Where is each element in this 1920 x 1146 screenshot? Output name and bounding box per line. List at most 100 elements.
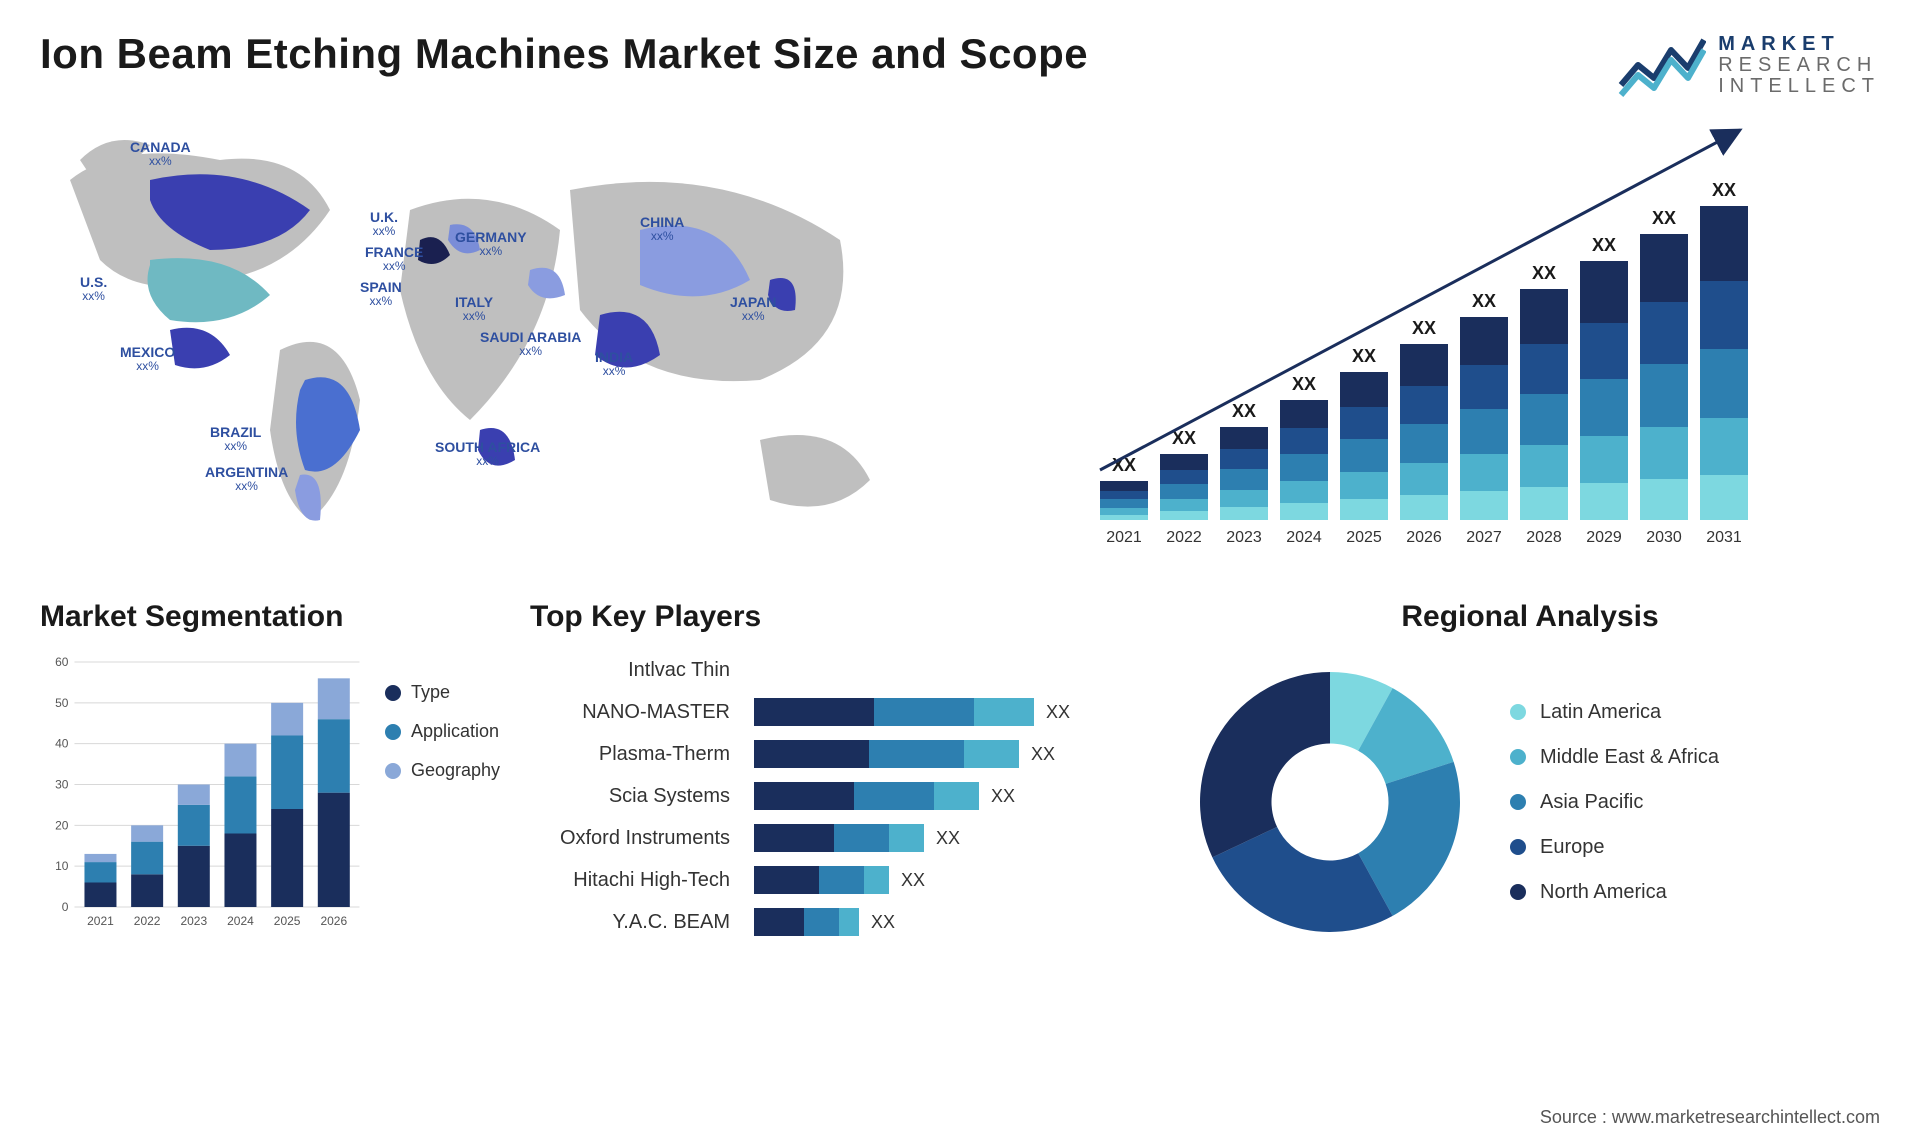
regional-legend: Latin America Middle East & Africa Asia Pa… <box>1510 701 1719 904</box>
regional-legend-label: North America <box>1540 881 1667 904</box>
growth-bar-seg <box>1100 515 1148 520</box>
seg-bar-seg <box>131 874 163 907</box>
logo: MARKET RESEARCH INTELLECT <box>1616 30 1880 100</box>
seg-ytick: 20 <box>55 818 69 832</box>
growth-bar-seg <box>1400 463 1448 495</box>
growth-bar-seg <box>1640 364 1688 427</box>
logo-text: MARKET RESEARCH INTELLECT <box>1718 34 1880 97</box>
map-label-us: U.S.xx% <box>80 275 107 304</box>
growth-bar-seg <box>1160 454 1208 470</box>
growth-year-label: 2026 <box>1406 529 1442 546</box>
segmentation-section: Market Segmentation 01020304050602021202… <box>40 600 500 950</box>
segmentation-title: Market Segmentation <box>40 600 500 634</box>
growth-bar-label: XX <box>1652 208 1676 228</box>
seg-legend-item: Type <box>385 682 500 703</box>
growth-bar-label: XX <box>1532 263 1556 283</box>
growth-bar-seg <box>1340 499 1388 520</box>
growth-bar-seg <box>1580 261 1628 323</box>
player-label: NANO-MASTER <box>530 698 730 726</box>
regional-legend-item: Asia Pacific <box>1510 791 1719 814</box>
world-map: CANADAxx%U.S.xx%MEXICOxx%BRAZILxx%ARGENT… <box>40 120 940 550</box>
growth-bar-seg <box>1100 481 1148 491</box>
seg-ytick: 40 <box>55 737 69 751</box>
regional-legend-label: Asia Pacific <box>1540 791 1643 814</box>
seg-ytick: 0 <box>62 900 69 914</box>
player-value-label: XX <box>1046 702 1070 723</box>
player-bar <box>754 908 859 936</box>
player-bar-row: XX <box>754 698 1150 726</box>
swatch-icon <box>1510 794 1526 810</box>
logo-line2: RESEARCH <box>1718 55 1880 76</box>
regional-legend-label: Latin America <box>1540 701 1661 724</box>
regional-legend-item: Middle East & Africa <box>1510 746 1719 769</box>
player-bar-seg <box>839 908 859 936</box>
growth-bar-label: XX <box>1412 318 1436 338</box>
player-value-label: XX <box>901 870 925 891</box>
logo-mark-icon <box>1616 30 1706 100</box>
map-label-china: CHINAxx% <box>640 215 684 244</box>
growth-year-label: 2027 <box>1466 529 1502 546</box>
growth-bar-seg <box>1460 317 1508 365</box>
seg-bar-seg <box>224 776 256 833</box>
regional-legend-item: Europe <box>1510 836 1719 859</box>
player-bar-seg <box>804 908 839 936</box>
growth-bar-seg <box>1640 427 1688 479</box>
regional-legend-item: North America <box>1510 881 1719 904</box>
seg-bar-seg <box>131 842 163 875</box>
player-bar-seg <box>974 698 1034 726</box>
growth-bar-seg <box>1100 508 1148 515</box>
player-bar-seg <box>854 782 934 810</box>
growth-bar-seg <box>1580 483 1628 520</box>
growth-year-label: 2025 <box>1346 529 1382 546</box>
growth-bar-seg <box>1160 511 1208 520</box>
seg-bar-seg <box>84 862 116 882</box>
growth-bar-seg <box>1640 479 1688 520</box>
player-label: Y.A.C. BEAM <box>530 908 730 936</box>
map-label-brazil: BRAZILxx% <box>210 425 261 454</box>
player-label: Oxford Instruments <box>530 824 730 852</box>
growth-bar-seg <box>1100 499 1148 508</box>
player-label: Scia Systems <box>530 782 730 810</box>
map-label-mexico: MEXICOxx% <box>120 345 175 374</box>
map-label-argentina: ARGENTINAxx% <box>205 465 288 494</box>
player-bar-row: XX <box>754 824 1150 852</box>
map-label-india: INDIAxx% <box>595 350 633 379</box>
seg-legend-label: Application <box>411 721 499 742</box>
map-label-germany: GERMANYxx% <box>455 230 527 259</box>
growth-bar-seg <box>1700 206 1748 281</box>
swatch-icon <box>1510 884 1526 900</box>
growth-bar-seg <box>1580 379 1628 436</box>
players-chart: Intlvac ThinNANO-MASTERPlasma-ThermScia … <box>530 652 1150 936</box>
player-bar <box>754 698 1034 726</box>
growth-bar-seg <box>1520 487 1568 520</box>
growth-bar-label: XX <box>1292 374 1316 394</box>
player-bar <box>754 740 1019 768</box>
seg-legend-item: Geography <box>385 760 500 781</box>
seg-bar-seg <box>178 805 210 846</box>
swatch-icon <box>1510 704 1526 720</box>
growth-bar-seg <box>1520 445 1568 487</box>
growth-bar-seg <box>1160 499 1208 511</box>
player-bar-row <box>754 656 1150 684</box>
player-bar-seg <box>754 866 819 894</box>
player-label: Plasma-Therm <box>530 740 730 768</box>
growth-bar-seg <box>1280 503 1328 520</box>
growth-bar-label: XX <box>1712 180 1736 200</box>
player-bar <box>754 782 979 810</box>
logo-line3: INTELLECT <box>1718 76 1880 97</box>
seg-bar-seg <box>318 719 350 792</box>
seg-legend-label: Geography <box>411 760 500 781</box>
growth-bar-seg <box>1400 495 1448 520</box>
seg-bar-seg <box>271 736 303 810</box>
growth-bar-seg <box>1700 475 1748 520</box>
player-value-label: XX <box>936 828 960 849</box>
growth-bar-seg <box>1700 349 1748 418</box>
growth-bar-seg <box>1280 400 1328 428</box>
player-bar-seg <box>934 782 979 810</box>
map-label-france: FRANCExx% <box>365 245 423 274</box>
growth-bar-seg <box>1280 481 1328 503</box>
swatch-icon <box>385 724 401 740</box>
regional-chart: Latin America Middle East & Africa Asia Pa… <box>1180 652 1880 952</box>
growth-bar-seg <box>1400 424 1448 463</box>
seg-bar-seg <box>271 809 303 907</box>
